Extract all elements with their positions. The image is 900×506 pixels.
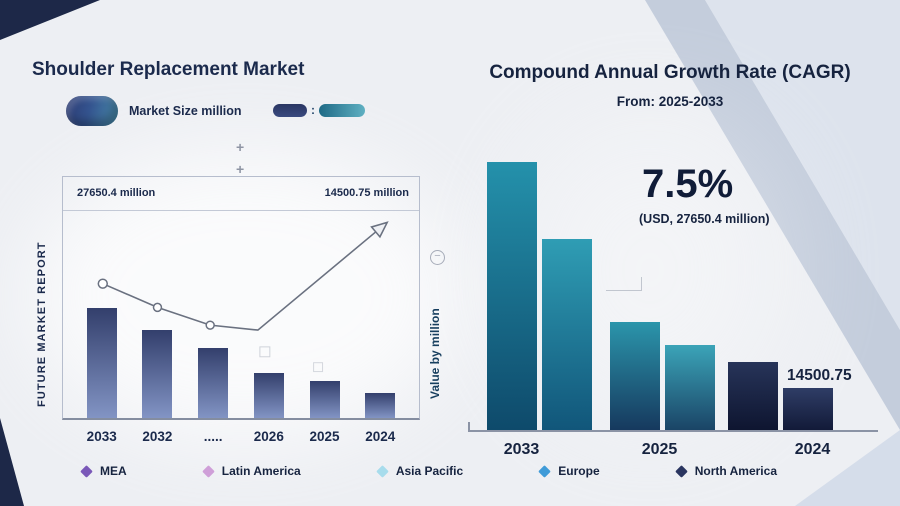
legend-item-latin-america: Latin America bbox=[201, 464, 301, 478]
legend-diamond-icon bbox=[538, 464, 552, 478]
legend-label: Europe bbox=[558, 464, 600, 478]
right-chart-groups: 2033 2025 2024 bbox=[487, 160, 878, 458]
trend-line-arrow bbox=[97, 221, 389, 373]
x-tick-label: 2024 bbox=[365, 429, 396, 444]
x-tick-label: 2032 bbox=[142, 429, 173, 444]
left-bar-column: 2026 bbox=[252, 373, 286, 444]
cagr-bar-2024-bar-1 bbox=[728, 362, 778, 430]
min-value-label: 14500.75 million bbox=[324, 187, 409, 199]
legend-diamond-icon bbox=[201, 464, 215, 478]
legend-diamond-icon bbox=[375, 464, 389, 478]
left-bar-column: 2025 bbox=[308, 381, 342, 444]
cagr-bar-2033-bar-1 bbox=[487, 162, 537, 430]
legend-label: Latin America bbox=[221, 464, 301, 478]
cagr-x-label: 2033 bbox=[503, 441, 540, 458]
left-bar-column: ..... bbox=[196, 348, 230, 444]
cagr-bar-2025-bar-2 bbox=[665, 345, 715, 430]
left-chart-bars: 2033 2032..... 2026 2025 2024 bbox=[63, 177, 419, 444]
market-bar-2025 bbox=[309, 381, 340, 418]
left-bar-column: 2024 bbox=[363, 393, 397, 444]
legend-label: MEA bbox=[100, 464, 127, 478]
footer-legend: MEA Latin America Asia Pacific Europe North … bbox=[80, 464, 777, 478]
market-size-legend-label: Market Size million bbox=[129, 104, 242, 118]
x-axis-line bbox=[468, 430, 878, 432]
future-market-report-label: FUTURE MARKET REPORT bbox=[36, 241, 48, 407]
legend-item-asia-pacific: Asia Pacific bbox=[375, 464, 464, 478]
header-divider bbox=[63, 210, 419, 211]
market-bar-2026 bbox=[253, 373, 284, 418]
x-tick-label: ..... bbox=[203, 429, 223, 444]
x-tick-label: 2033 bbox=[86, 429, 117, 444]
toggle-segment-dark bbox=[273, 104, 307, 117]
x-axis-tick bbox=[468, 422, 470, 432]
market-bar- bbox=[198, 348, 229, 418]
left-bar-column: 2033 bbox=[85, 308, 119, 444]
legend-label: North America bbox=[694, 464, 777, 478]
corner-triangle-top-left bbox=[0, 0, 100, 40]
cagr-title: Compound Annual Growth Rate (CAGR) bbox=[489, 62, 851, 83]
legend-item-north-america: North America bbox=[674, 464, 777, 478]
max-value-label: 27650.4 million bbox=[77, 187, 156, 199]
cagr-note: (USD, 27650.4 million) bbox=[639, 212, 770, 226]
cagr-value: 7.5% bbox=[642, 162, 734, 206]
toggle-segment-teal bbox=[319, 104, 365, 117]
range-toggle-icon: : bbox=[273, 104, 365, 117]
cagr-bar-group-2033: 2033 bbox=[487, 162, 592, 458]
cagr-bar-group-2025: 2025 bbox=[610, 322, 715, 458]
cagr-bar-2033-bar-2 bbox=[542, 239, 592, 430]
x-tick-label: 2025 bbox=[309, 429, 340, 444]
value-callout: 14500.75 bbox=[787, 367, 852, 384]
legend-diamond-icon bbox=[674, 464, 688, 478]
market-bar-2024 bbox=[365, 393, 396, 418]
market-size-pill-icon bbox=[66, 96, 118, 126]
legend-diamond-icon bbox=[80, 464, 93, 478]
circle-minus-icon: − bbox=[430, 250, 445, 265]
colon-separator: : bbox=[311, 103, 315, 117]
cagr-bar-group-2024: 2024 bbox=[728, 362, 833, 458]
corner-triangle-bottom-left bbox=[0, 418, 24, 506]
market-bar-2033 bbox=[86, 308, 117, 418]
cagr-bar-2024-bar-2 bbox=[783, 388, 833, 430]
cagr-x-label: 2024 bbox=[794, 441, 831, 458]
legend-item-mea: MEA bbox=[80, 464, 127, 478]
value-axis-label: Value by million bbox=[428, 308, 442, 400]
market-bar-2032 bbox=[142, 330, 173, 418]
cagr-bar-2025-bar-1 bbox=[610, 322, 660, 430]
left-bar-column: 2032 bbox=[140, 330, 174, 444]
x-tick-label: 2026 bbox=[253, 429, 284, 444]
plus-icon: + bbox=[236, 139, 245, 155]
legend-label: Asia Pacific bbox=[395, 464, 464, 478]
plus-icon: + bbox=[236, 161, 245, 177]
market-title: Shoulder Replacement Market bbox=[32, 59, 305, 80]
cagr-subtitle: From: 2025-2033 bbox=[616, 94, 724, 109]
bracket-line bbox=[606, 277, 642, 291]
legend-item-europe: Europe bbox=[538, 464, 600, 478]
cagr-x-label: 2025 bbox=[641, 441, 678, 458]
market-size-chart: 27650.4 million 14500.75 million 2033 203… bbox=[62, 176, 420, 444]
